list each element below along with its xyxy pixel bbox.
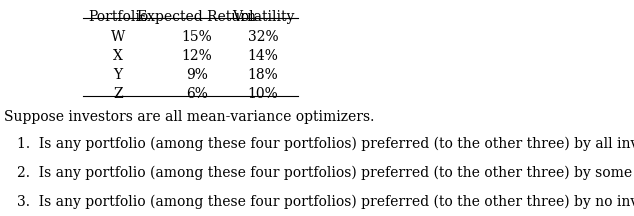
Text: Y: Y (113, 68, 122, 82)
Text: Suppose investors are all mean-variance optimizers.: Suppose investors are all mean-variance … (4, 110, 375, 124)
Text: W: W (111, 30, 125, 44)
Text: 3.  Is any portfolio (among these four portfolios) preferred (to the other three: 3. Is any portfolio (among these four po… (16, 194, 634, 209)
Text: 14%: 14% (247, 49, 278, 63)
Text: 32%: 32% (248, 30, 278, 44)
Text: 9%: 9% (186, 68, 208, 82)
Text: 6%: 6% (186, 87, 208, 101)
Text: X: X (113, 49, 123, 63)
Text: Volatility: Volatility (232, 10, 294, 24)
Text: 1.  Is any portfolio (among these four portfolios) preferred (to the other three: 1. Is any portfolio (among these four po… (16, 136, 634, 151)
Text: 12%: 12% (181, 49, 212, 63)
Text: 18%: 18% (248, 68, 278, 82)
Text: Portfolio: Portfolio (88, 10, 148, 24)
Text: 15%: 15% (181, 30, 212, 44)
Text: Z: Z (113, 87, 123, 101)
Text: Expected Return: Expected Return (137, 10, 256, 24)
Text: 2.  Is any portfolio (among these four portfolios) preferred (to the other three: 2. Is any portfolio (among these four po… (16, 165, 634, 180)
Text: 10%: 10% (248, 87, 278, 101)
